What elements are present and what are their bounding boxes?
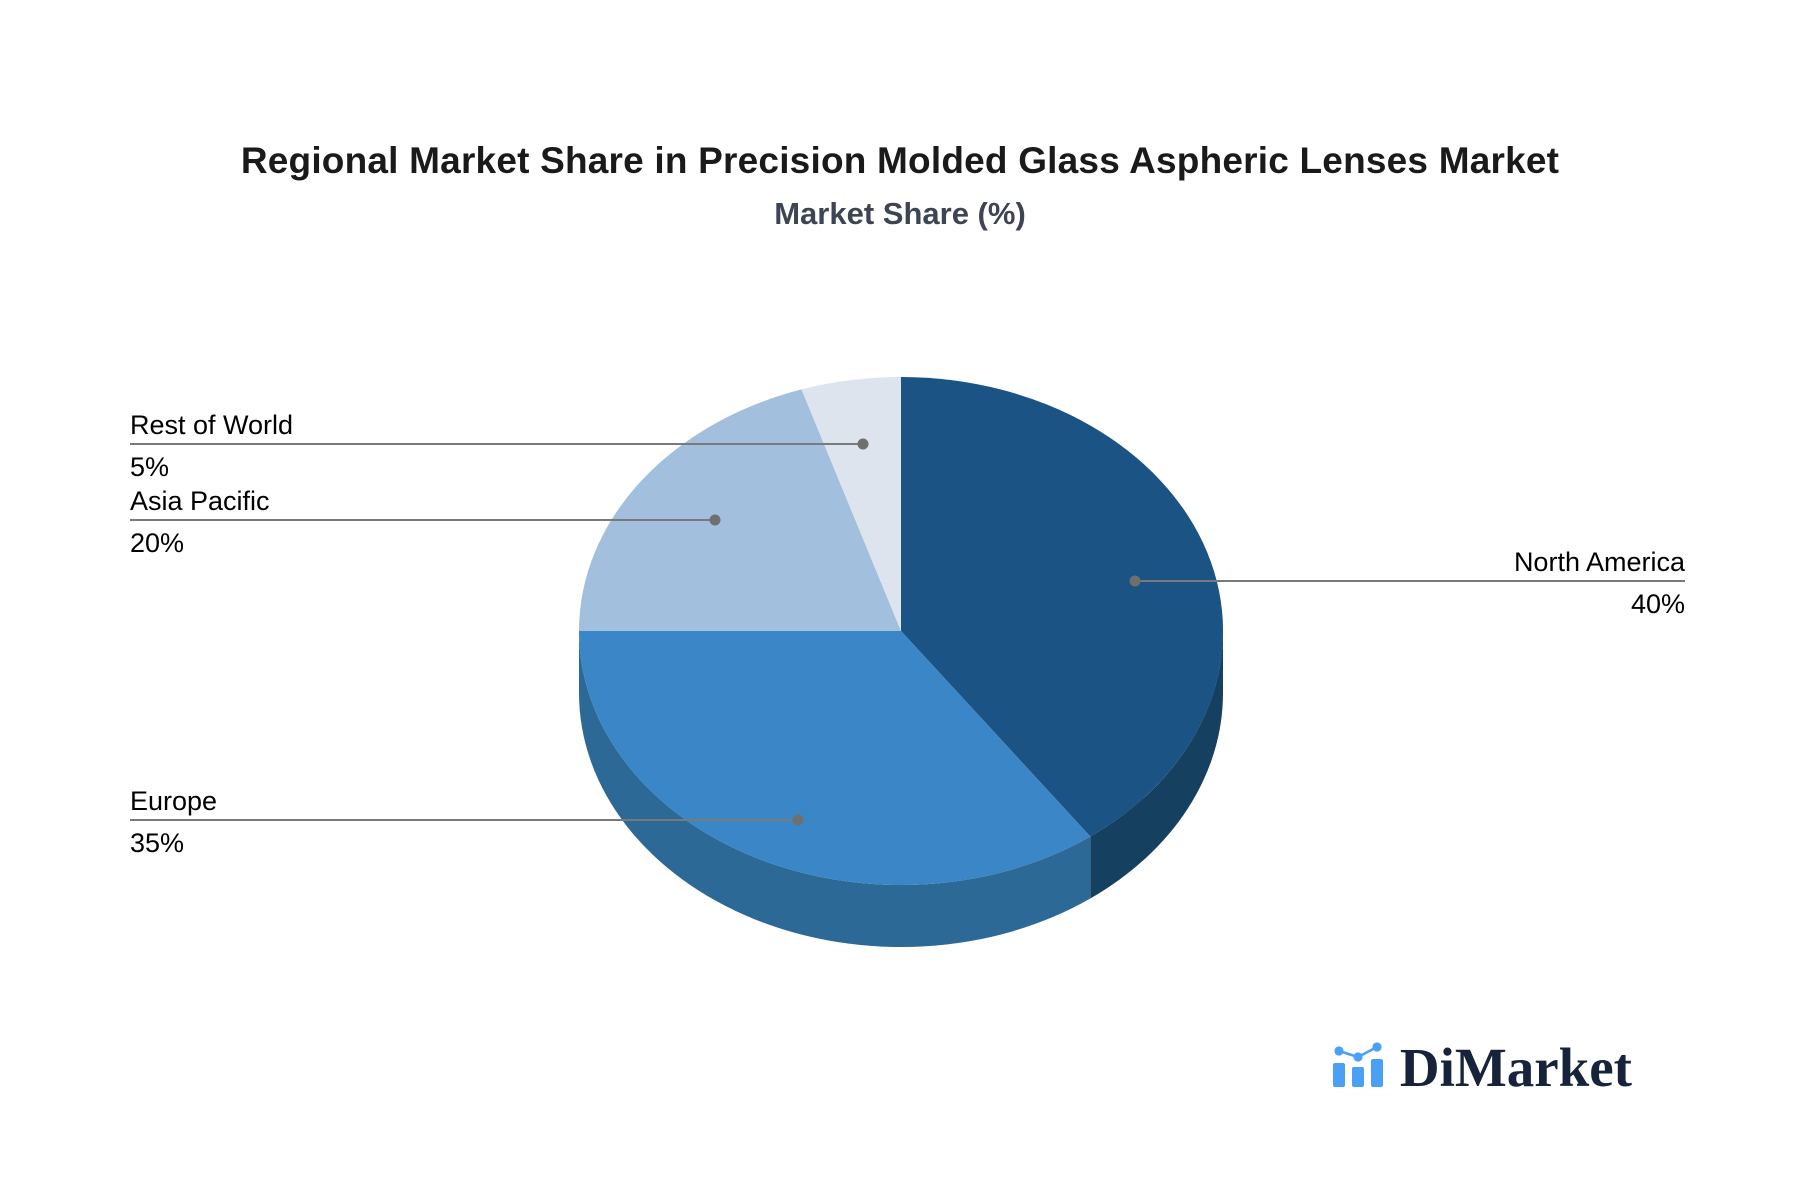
pie-slice-side-europe (579, 631, 1091, 948)
slice-label-asia-pacific: Asia Pacific (130, 486, 270, 516)
leader-dot-europe (792, 814, 804, 826)
slice-percent-asia-pacific: 20% (130, 528, 185, 558)
slice-percent-europe: 35% (130, 828, 185, 858)
pie-slice-europe[interactable] (579, 631, 1091, 886)
bar-line-chart-icon (1332, 1042, 1383, 1087)
slice-label-europe: Europe (130, 786, 218, 816)
slice-percent-north-america: 40% (1630, 589, 1685, 619)
slice-percent-rest-of-world: 5% (130, 452, 170, 482)
pie-slice-north-america[interactable] (901, 377, 1224, 837)
pie-slice-asia-pacific[interactable] (579, 389, 901, 631)
chart-title: Regional Market Share in Precision Molde… (240, 140, 1560, 181)
logo-text: DiMarket (1399, 1036, 1632, 1098)
slice-label-rest-of-world: Rest of World (130, 410, 294, 440)
slice-label-north-america: North America (1513, 547, 1685, 577)
chart-subtitle: Market Share (%) (774, 196, 1026, 231)
leader-dot-asia-pacific (709, 514, 721, 526)
dimarket-logo: DiMarket (1331, 1032, 1632, 1098)
leader-dot-north-america (1129, 575, 1141, 587)
leader-dot-rest-of-world (857, 438, 869, 450)
pie-slice-side-north-america (1090, 631, 1223, 899)
pie-slice-rest-of-world[interactable] (801, 377, 902, 631)
